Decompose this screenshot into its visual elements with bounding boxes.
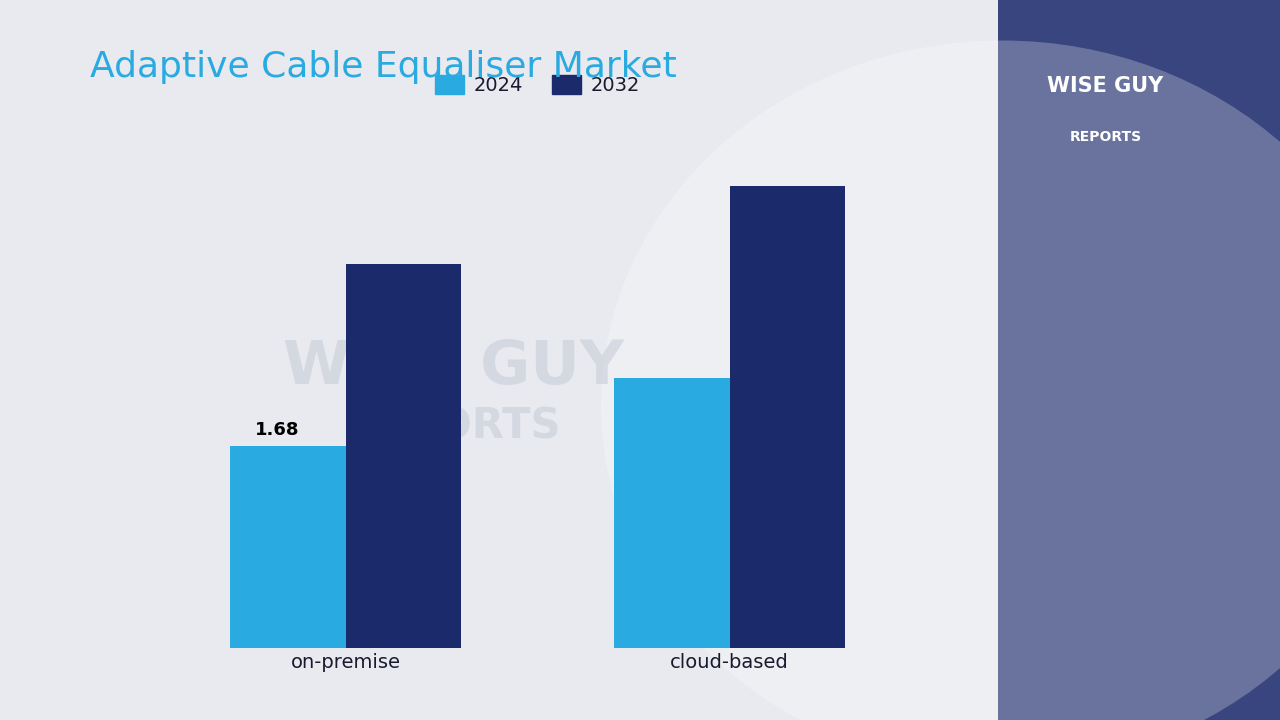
Text: REPORTS: REPORTS (346, 405, 561, 448)
Text: WISE GUY: WISE GUY (1047, 76, 1164, 96)
Bar (730, 186, 845, 648)
Text: 1.68: 1.68 (255, 421, 300, 439)
Bar (614, 378, 730, 648)
Text: Adaptive Cable Equaliser Market: Adaptive Cable Equaliser Market (90, 50, 676, 84)
Bar (230, 446, 346, 648)
Bar (346, 264, 461, 648)
Ellipse shape (602, 40, 1280, 720)
Text: REPORTS: REPORTS (1069, 130, 1142, 144)
Ellipse shape (787, 0, 1280, 720)
Legend: 2024, 2032: 2024, 2032 (435, 75, 640, 95)
Text: WISE GUY: WISE GUY (283, 338, 623, 397)
